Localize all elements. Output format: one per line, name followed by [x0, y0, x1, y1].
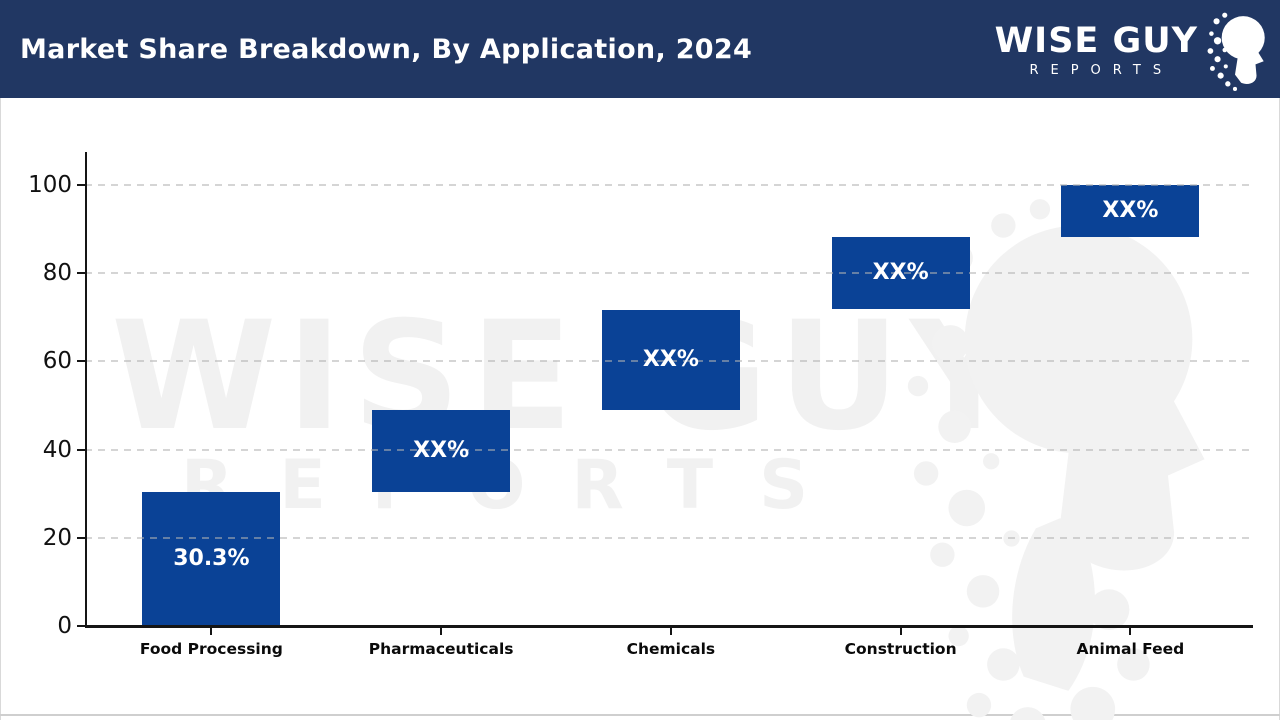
y-tick-mark	[77, 184, 85, 186]
bar-chemicals	[601, 309, 740, 410]
grid-line	[85, 448, 1253, 451]
bar-value-label: XX%	[413, 438, 470, 464]
x-tick-mark	[440, 628, 443, 635]
logo-text: WISE GUY REPORTS	[995, 22, 1198, 78]
y-tick-label: 80	[42, 260, 72, 287]
y-tick-mark	[77, 360, 85, 363]
y-tick-mark	[77, 625, 85, 627]
header: Market Share Breakdown, By Application, …	[0, 0, 1280, 98]
x-tick-mark	[210, 628, 213, 635]
y-axis-line	[85, 152, 87, 628]
y-tick-label: 0	[57, 613, 72, 639]
y-tick-mark	[77, 536, 85, 539]
x-category-label: Food Processing	[139, 640, 283, 658]
grid-line	[85, 272, 1253, 275]
logo-wordmark: WISE GUY	[994, 21, 1198, 61]
y-tick-mark	[77, 448, 85, 451]
x-category-label: Construction	[844, 640, 957, 658]
x-tick-mark	[1129, 628, 1132, 635]
x-tick-mark	[899, 628, 902, 635]
x-category-label: Chemicals	[626, 640, 716, 658]
bar-value-label: 30.3%	[173, 546, 250, 572]
y-tick-label: 100	[28, 172, 72, 198]
bar-food-processing	[142, 492, 281, 626]
grid-line	[85, 184, 1253, 186]
wiseguy-face-icon	[1207, 12, 1265, 91]
grid-line	[85, 536, 1253, 539]
bar-value-label: XX%	[872, 259, 929, 285]
x-category-label: Animal Feed	[1076, 640, 1185, 658]
bar-value-label: XX%	[1102, 197, 1159, 223]
grid-line	[85, 360, 1253, 363]
bottom-border-line	[0, 714, 1280, 716]
page-title: Market Share Breakdown, By Application, …	[20, 33, 753, 65]
bar-value-label: XX%	[642, 346, 699, 372]
bar-pharmaceuticals	[372, 409, 511, 493]
y-tick-mark	[77, 272, 85, 275]
y-tick-label: 60	[42, 348, 72, 375]
y-tick-label: 40	[42, 436, 72, 463]
x-category-label: Pharmaceuticals	[368, 640, 514, 658]
watermark-wordmark: WISE GUY	[111, 290, 1029, 464]
logo-subtitle: REPORTS	[1029, 63, 1174, 78]
wiseguy-logo: WISE GUY REPORTS	[995, 8, 1266, 92]
x-tick-mark	[669, 628, 672, 635]
watermark-subtitle: REPORTS	[181, 446, 855, 525]
y-tick-label: 20	[42, 524, 72, 551]
x-axis-line	[85, 625, 1253, 628]
